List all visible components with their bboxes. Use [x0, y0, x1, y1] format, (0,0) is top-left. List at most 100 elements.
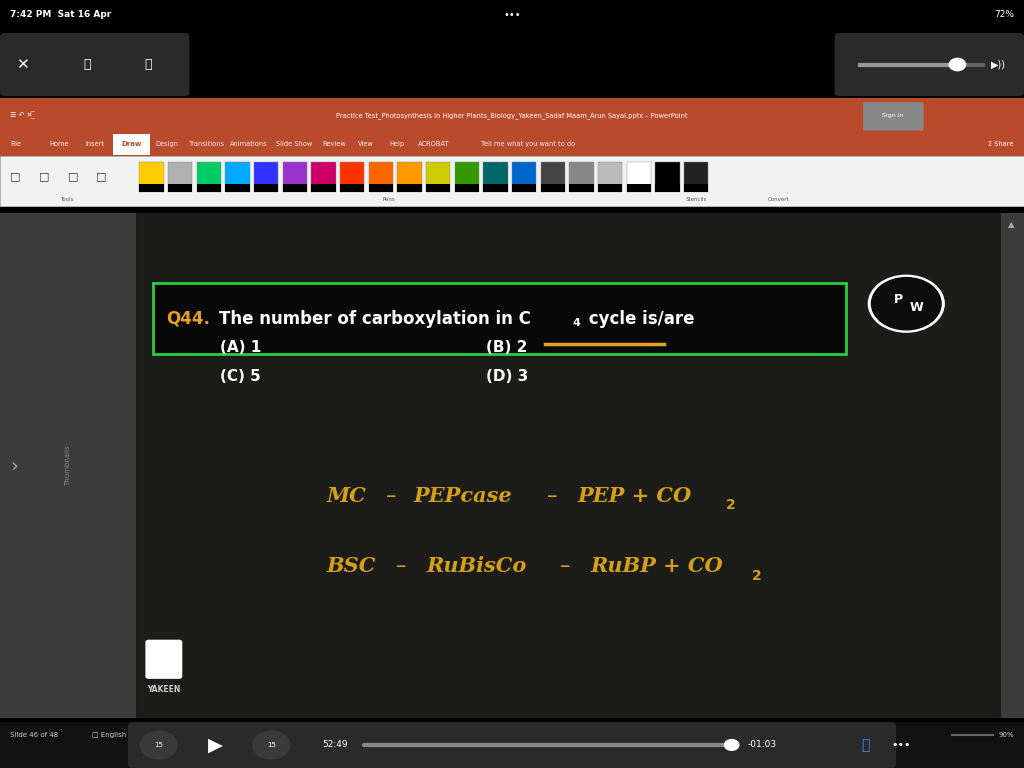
FancyBboxPatch shape [168, 162, 193, 192]
Text: RuBP + CO: RuBP + CO [591, 557, 723, 577]
FancyBboxPatch shape [197, 162, 221, 192]
Text: Help: Help [389, 141, 404, 147]
Text: Q44.: Q44. [166, 310, 210, 328]
FancyBboxPatch shape [0, 722, 1024, 768]
FancyBboxPatch shape [541, 162, 565, 192]
FancyBboxPatch shape [569, 184, 594, 192]
FancyBboxPatch shape [254, 162, 279, 192]
FancyBboxPatch shape [598, 184, 623, 192]
Text: (D) 3: (D) 3 [486, 369, 528, 384]
FancyBboxPatch shape [0, 722, 1024, 747]
Text: ▲: ▲ [1009, 220, 1015, 230]
FancyBboxPatch shape [512, 162, 537, 192]
FancyBboxPatch shape [627, 162, 651, 192]
Text: –: – [386, 485, 396, 506]
Text: □: □ [39, 171, 49, 182]
Text: □: □ [96, 171, 106, 182]
Circle shape [725, 740, 739, 750]
FancyBboxPatch shape [340, 162, 365, 192]
FancyBboxPatch shape [369, 162, 393, 192]
Text: 90%: 90% [998, 732, 1014, 737]
FancyBboxPatch shape [627, 184, 651, 192]
Text: Animations: Animations [230, 141, 268, 147]
Text: Home: Home [49, 141, 69, 147]
Text: –: – [560, 557, 570, 577]
FancyBboxPatch shape [369, 184, 393, 192]
Text: 15: 15 [155, 742, 163, 748]
FancyBboxPatch shape [168, 184, 193, 192]
Text: ⎕: ⎕ [83, 58, 91, 71]
Circle shape [253, 731, 290, 759]
Text: View: View [358, 141, 374, 147]
FancyBboxPatch shape [397, 184, 422, 192]
FancyBboxPatch shape [0, 33, 189, 96]
FancyBboxPatch shape [311, 184, 336, 192]
Text: File: File [10, 141, 22, 147]
FancyBboxPatch shape [154, 283, 846, 354]
Text: ▬ Comments: ▬ Comments [788, 732, 835, 737]
Text: -01:03: -01:03 [748, 740, 776, 750]
Text: (B) 2: (B) 2 [486, 339, 527, 355]
Text: 4: 4 [572, 319, 581, 329]
Text: Tell me what you want to do: Tell me what you want to do [481, 141, 575, 147]
Text: ACROBAT: ACROBAT [418, 141, 450, 147]
Text: Thumbnails: Thumbnails [66, 445, 71, 486]
Text: Tools: Tools [59, 197, 74, 202]
FancyBboxPatch shape [684, 184, 709, 192]
Text: PEP + CO: PEP + CO [578, 485, 691, 506]
Text: 72%: 72% [993, 10, 1014, 19]
Circle shape [140, 731, 177, 759]
Text: □ English (India): □ English (India) [92, 731, 152, 738]
Text: MC: MC [327, 485, 367, 506]
Text: □: □ [68, 171, 78, 182]
Text: 7:42 PM  Sat 16 Apr: 7:42 PM Sat 16 Apr [10, 10, 112, 19]
Circle shape [949, 58, 966, 71]
Text: –: – [396, 557, 407, 577]
FancyBboxPatch shape [283, 162, 307, 192]
Text: YAKEEN: YAKEEN [147, 685, 180, 694]
FancyBboxPatch shape [136, 213, 1001, 718]
Text: 2: 2 [726, 498, 735, 512]
FancyBboxPatch shape [0, 213, 136, 718]
Text: Slide Show: Slide Show [276, 141, 312, 147]
FancyBboxPatch shape [426, 162, 451, 192]
FancyBboxPatch shape [397, 162, 422, 192]
Text: Sign in: Sign in [883, 113, 903, 118]
FancyBboxPatch shape [455, 184, 479, 192]
FancyBboxPatch shape [483, 162, 508, 192]
Text: Practice Test_Photosynthesis in Higher Plants_Biology_Yakeen_Sadaf Maam_Arun Say: Practice Test_Photosynthesis in Higher P… [336, 112, 688, 119]
FancyBboxPatch shape [863, 102, 924, 131]
FancyBboxPatch shape [655, 184, 680, 192]
Text: RuBisCo: RuBisCo [427, 557, 527, 577]
FancyBboxPatch shape [569, 162, 594, 192]
FancyBboxPatch shape [655, 162, 680, 192]
Text: Convert: Convert [767, 197, 790, 202]
Text: ›: › [10, 456, 18, 475]
Text: cycle is/are: cycle is/are [583, 310, 694, 328]
Text: Draw: Draw [121, 141, 141, 147]
Text: 🎵 Notes: 🎵 Notes [727, 731, 754, 738]
FancyBboxPatch shape [541, 184, 565, 192]
Text: Design: Design [156, 141, 178, 147]
FancyBboxPatch shape [254, 184, 279, 192]
FancyBboxPatch shape [128, 722, 896, 768]
Text: –: – [547, 485, 557, 506]
FancyBboxPatch shape [197, 184, 221, 192]
FancyBboxPatch shape [113, 134, 150, 155]
FancyBboxPatch shape [145, 640, 182, 679]
Text: 2: 2 [752, 568, 761, 583]
Text: Transitions: Transitions [189, 141, 225, 147]
FancyBboxPatch shape [0, 0, 1024, 29]
FancyBboxPatch shape [483, 184, 508, 192]
FancyBboxPatch shape [283, 184, 307, 192]
Text: 52:49: 52:49 [323, 740, 348, 750]
Text: ✊: ✊ [159, 650, 169, 669]
Text: ☰ ↶ ✕ ̲̅: ☰ ↶ ✕ ̲̅ [10, 112, 35, 119]
Text: ⎖: ⎖ [861, 738, 869, 752]
FancyBboxPatch shape [141, 217, 996, 714]
FancyBboxPatch shape [684, 162, 709, 192]
FancyBboxPatch shape [512, 184, 537, 192]
Text: BSC: BSC [327, 557, 376, 577]
FancyBboxPatch shape [0, 156, 1024, 206]
Text: (C) 5: (C) 5 [220, 369, 261, 384]
